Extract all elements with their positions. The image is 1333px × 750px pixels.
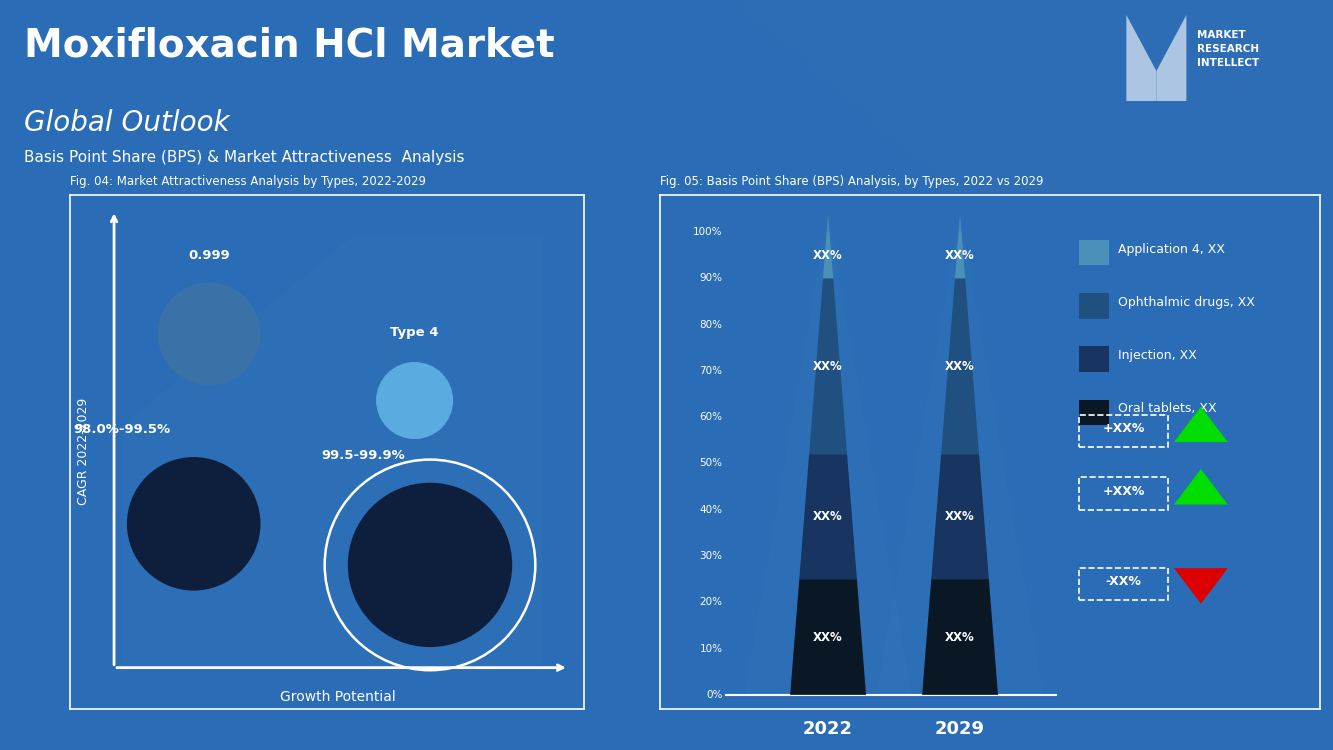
Text: 10%: 10% (700, 644, 722, 653)
Text: +XX%: +XX% (1102, 422, 1145, 435)
Text: CAGR 2022-2029: CAGR 2022-2029 (77, 398, 89, 506)
Text: 50%: 50% (700, 458, 722, 469)
Polygon shape (1126, 15, 1157, 101)
Text: XX%: XX% (945, 510, 974, 524)
Text: Moxifloxacin HCl Market: Moxifloxacin HCl Market (24, 26, 555, 64)
Circle shape (157, 282, 260, 385)
Polygon shape (1174, 469, 1228, 505)
Polygon shape (941, 278, 978, 454)
Text: Basis Point Share (BPS) & Market Attractiveness  Analysis: Basis Point Share (BPS) & Market Attract… (24, 150, 464, 165)
Text: 60%: 60% (700, 413, 722, 422)
Text: XX%: XX% (813, 249, 842, 262)
Text: Growth Potential: Growth Potential (280, 689, 396, 703)
Text: 0.999: 0.999 (188, 249, 231, 262)
Text: XX%: XX% (945, 631, 974, 644)
Polygon shape (790, 579, 866, 694)
Circle shape (348, 483, 512, 647)
Polygon shape (800, 454, 857, 579)
Text: XX%: XX% (813, 360, 842, 373)
Polygon shape (958, 214, 961, 232)
Text: Ophthalmic drugs, XX: Ophthalmic drugs, XX (1118, 296, 1256, 309)
Text: Fig. 04: Market Attractiveness Analysis by Types, 2022-2029: Fig. 04: Market Attractiveness Analysis … (71, 176, 427, 188)
Polygon shape (1174, 406, 1228, 442)
Text: -XX%: -XX% (1105, 575, 1141, 588)
Text: +XX%: +XX% (1102, 484, 1145, 498)
Text: XX%: XX% (945, 249, 974, 262)
Polygon shape (809, 278, 846, 454)
Text: Fig. 05: Basis Point Share (BPS) Analysis, by Types, 2022 vs 2029: Fig. 05: Basis Point Share (BPS) Analysi… (660, 176, 1044, 188)
Text: 90%: 90% (700, 273, 722, 284)
Polygon shape (1174, 568, 1228, 604)
Circle shape (376, 362, 453, 439)
Text: Oral tablets, XX: Oral tablets, XX (1118, 402, 1217, 416)
Polygon shape (954, 232, 965, 278)
Text: 98.0%-99.5%: 98.0%-99.5% (73, 424, 171, 436)
Text: Global Outlook: Global Outlook (24, 109, 229, 136)
Text: 20%: 20% (700, 597, 722, 608)
Polygon shape (826, 214, 829, 232)
Text: Type 4: Type 4 (391, 326, 439, 339)
Text: XX%: XX% (813, 510, 842, 524)
Polygon shape (745, 214, 912, 694)
Polygon shape (877, 214, 1044, 694)
Polygon shape (121, 236, 543, 668)
Text: XX%: XX% (813, 631, 842, 644)
Text: 99.5-99.9%: 99.5-99.9% (321, 449, 405, 462)
Text: 80%: 80% (700, 320, 722, 329)
Text: Injection, XX: Injection, XX (1118, 349, 1197, 362)
FancyBboxPatch shape (1078, 293, 1109, 319)
Polygon shape (932, 454, 989, 579)
Polygon shape (733, 0, 1333, 525)
Text: 2022: 2022 (802, 720, 853, 738)
Text: 40%: 40% (700, 505, 722, 515)
FancyBboxPatch shape (1078, 400, 1109, 425)
Text: 70%: 70% (700, 366, 722, 376)
Circle shape (127, 457, 260, 590)
Text: 30%: 30% (700, 551, 722, 561)
FancyBboxPatch shape (1078, 346, 1109, 372)
Polygon shape (822, 232, 833, 278)
Polygon shape (922, 579, 998, 694)
Text: 100%: 100% (693, 227, 722, 237)
Text: XX%: XX% (945, 360, 974, 373)
FancyBboxPatch shape (1078, 240, 1109, 266)
Text: 2029: 2029 (934, 720, 985, 738)
Text: MARKET
RESEARCH
INTELLECT: MARKET RESEARCH INTELLECT (1197, 30, 1260, 68)
Text: Application 4, XX: Application 4, XX (1118, 243, 1225, 256)
Text: 0%: 0% (706, 690, 722, 700)
Polygon shape (1157, 15, 1186, 101)
